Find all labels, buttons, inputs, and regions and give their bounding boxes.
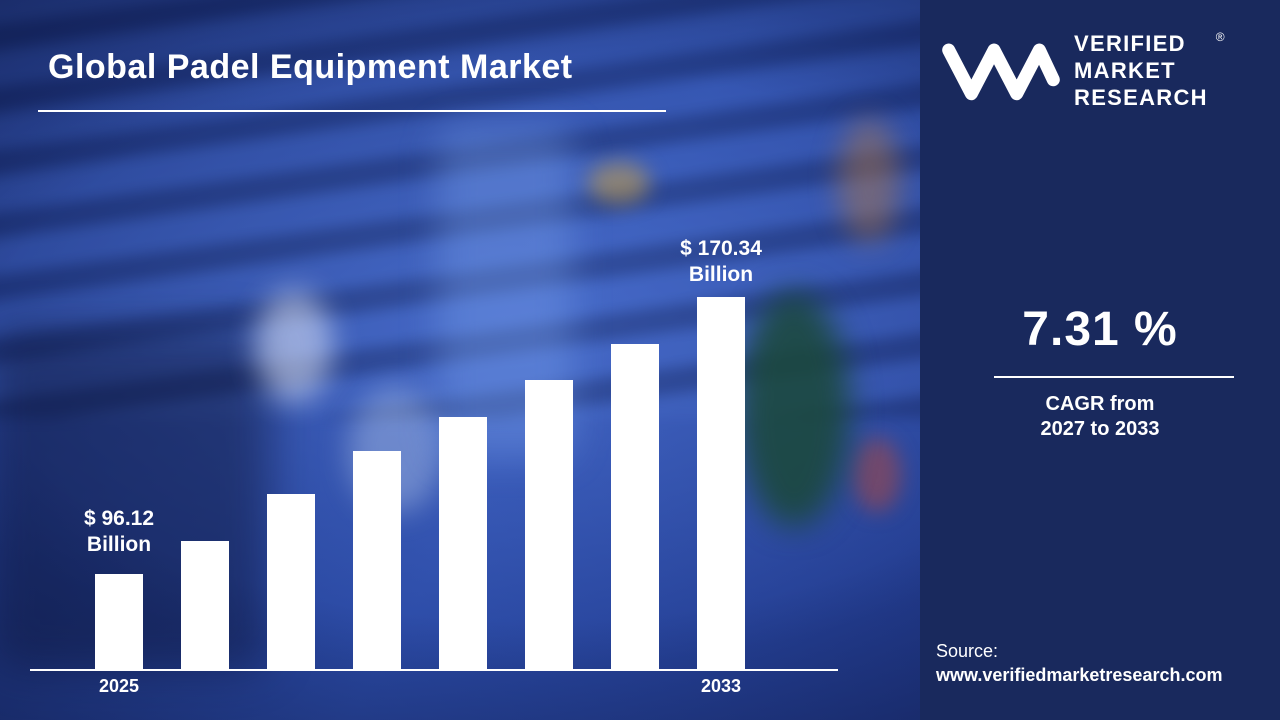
cagr-caption-line2: 2027 to 2033 (1040, 418, 1160, 440)
bar-index-2 (267, 494, 315, 669)
first-bar-value: $ 96.12 (83, 507, 155, 530)
source-block: Source: www.verifiedmarketresearch.com (936, 641, 1222, 686)
cagr-caption: CAGR from 2027 to 2033 (920, 392, 1280, 442)
brand-name: ® VERIFIED MARKET RESEARCH (1074, 30, 1225, 111)
last-bar-value-label: $ 170.34 Billion (646, 236, 796, 288)
last-bar-value: $ 170.34 (680, 237, 762, 260)
bar-index-6 (611, 343, 659, 669)
brand-name-line3: RESEARCH (1074, 85, 1208, 110)
registered-mark: ® (1215, 30, 1226, 44)
bar-2025 (95, 574, 143, 669)
bar-index-1 (181, 541, 229, 669)
vmr-monogram-icon (940, 35, 1062, 107)
cagr-underline (994, 376, 1234, 378)
bar-group (95, 297, 745, 669)
x-axis-label-2025: 2025 (98, 676, 140, 696)
x-axis-label-2033: 2033 (700, 676, 742, 696)
first-bar-value-label: $ 96.12 Billion (44, 506, 194, 558)
side-panel: ® VERIFIED MARKET RESEARCH 7.31 % CAGR f… (920, 0, 1280, 720)
cagr-caption-line1: CAGR from (1045, 393, 1155, 415)
brand-name-line2: MARKET (1074, 58, 1176, 83)
page-title: Global Padel Equipment Market (48, 48, 573, 86)
bar-index-5 (525, 379, 573, 669)
bar-chart: $ 96.12 Billion $ 170.34 Billion 2025 20… (30, 236, 838, 696)
title-underline (38, 110, 666, 112)
source-url: www.verifiedmarketresearch.com (936, 665, 1223, 685)
x-axis-line (30, 669, 838, 671)
first-bar-unit: Billion (86, 533, 152, 556)
brand-logo: ® VERIFIED MARKET RESEARCH (940, 30, 1225, 111)
bar-index-3 (353, 451, 401, 669)
bar-2033 (697, 297, 745, 669)
source-label: Source: (936, 641, 999, 661)
brand-name-line1: VERIFIED (1074, 31, 1186, 56)
cagr-value: 7.31 % (1022, 303, 1178, 356)
bar-index-4 (439, 417, 487, 669)
last-bar-unit: Billion (688, 263, 754, 286)
